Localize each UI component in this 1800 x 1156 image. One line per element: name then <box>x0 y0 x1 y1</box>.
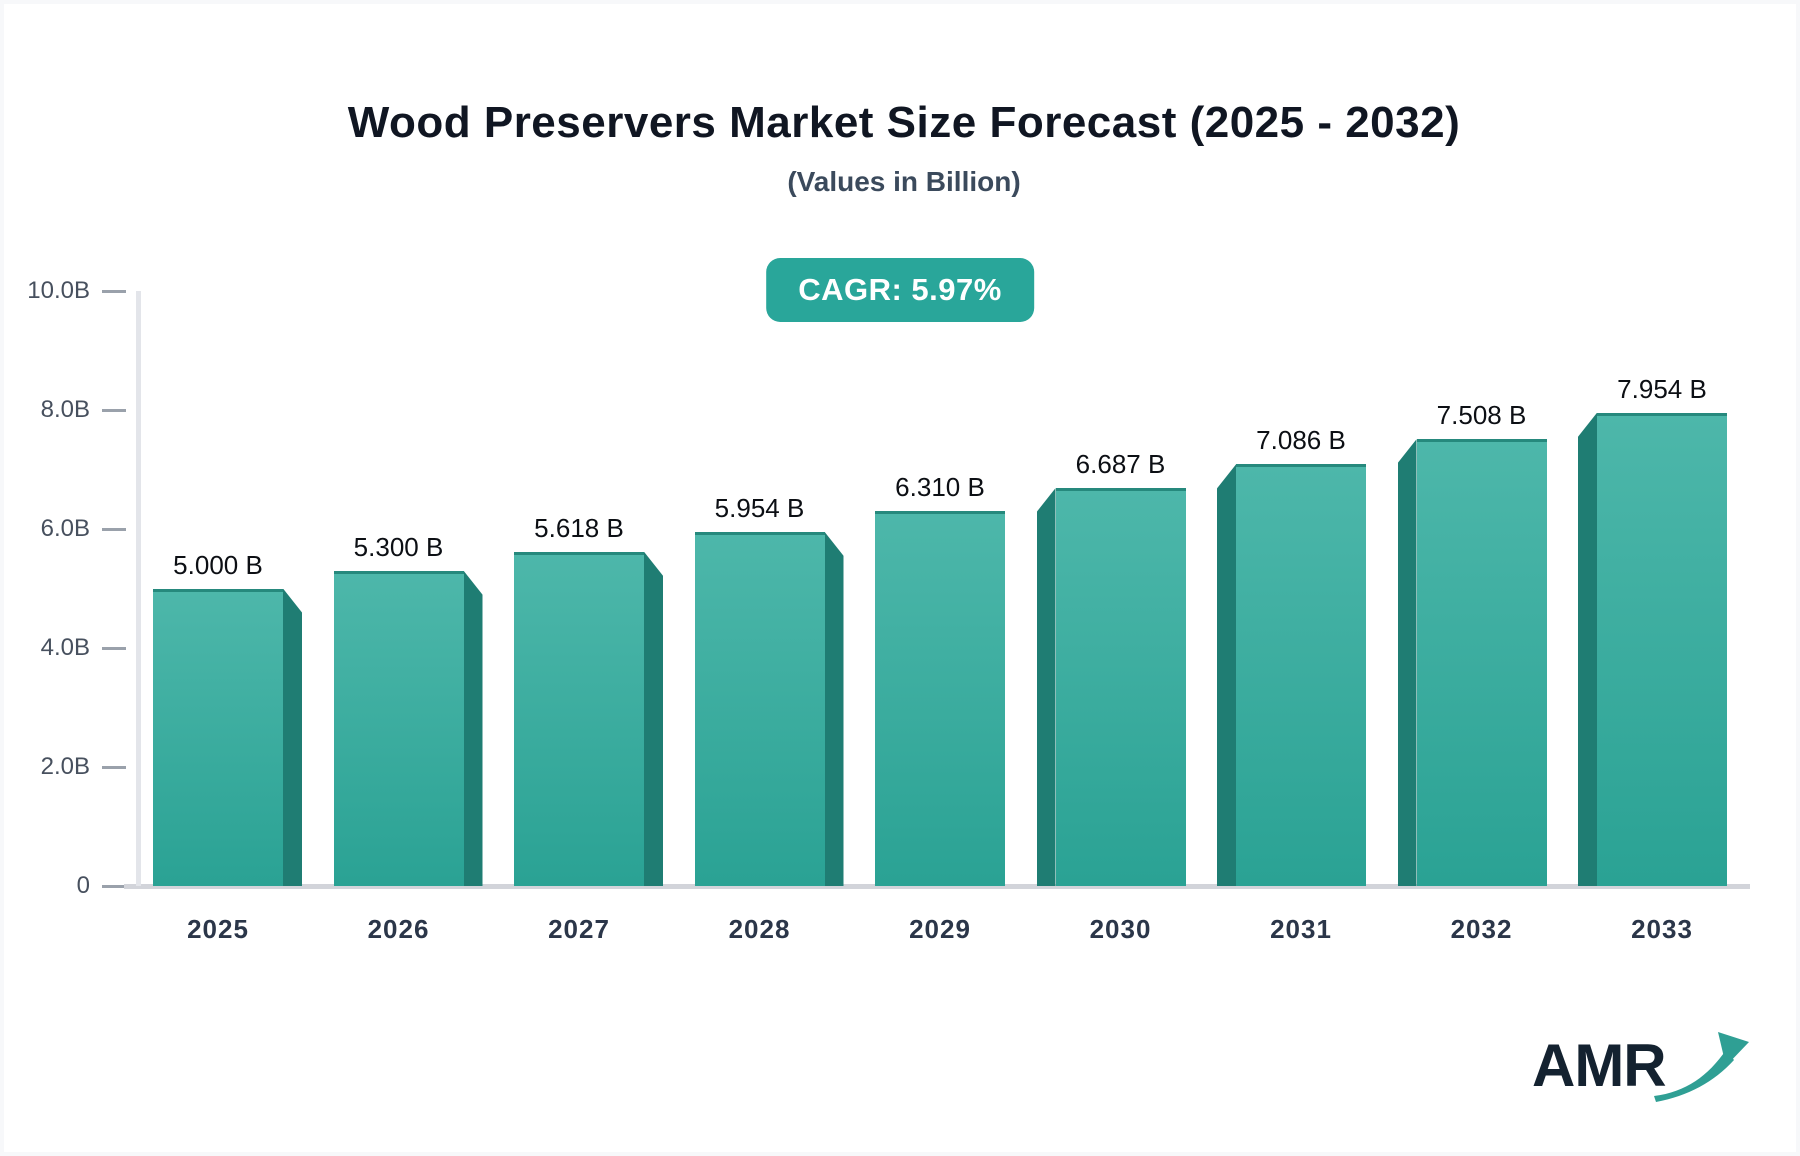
bar-2029: 6.310 B <box>875 472 1005 886</box>
bar-face <box>694 531 825 886</box>
bar-value-label: 7.954 B <box>1617 373 1707 404</box>
chart-subtitle: (Values in Billion) <box>787 166 1021 197</box>
y-tick-label: 0 <box>76 872 90 899</box>
x-axis-label-2029: 2029 <box>909 914 971 944</box>
amr-logo-text: AMR <box>1532 1032 1667 1099</box>
bar-side-3d <box>1217 464 1236 886</box>
bar-2032: 7.508 B <box>1397 400 1547 886</box>
bar-side-3d <box>644 551 663 886</box>
bar-face <box>1416 439 1547 886</box>
bar-side-3d <box>824 531 844 886</box>
x-axis-label-2027: 2027 <box>548 914 610 944</box>
bar-value-label: 5.300 B <box>353 531 444 562</box>
bar-2028: 5.954 B <box>694 493 844 886</box>
bar-2030: 6.687 B <box>1036 449 1186 886</box>
bar-2025: 5.000 B <box>153 550 302 886</box>
x-axis-label-2033: 2033 <box>1631 914 1693 944</box>
bar-face <box>153 588 283 886</box>
y-tick-dash <box>102 766 126 769</box>
bar-value-label: 5.954 B <box>714 492 805 523</box>
y-tick-label: 10.0B <box>27 277 90 304</box>
y-tick-label: 4.0B <box>40 634 90 661</box>
bar-side-3d <box>1036 488 1056 886</box>
plot-area: 5.000 B 5.300 B 5.618 B 5.954 B 6.310 B 6.687… <box>136 291 1744 886</box>
y-tick-dash <box>102 528 126 531</box>
bar-face <box>1236 464 1366 886</box>
bar-face <box>333 570 464 886</box>
bar-2033: 7.954 B <box>1578 374 1727 886</box>
x-axis-label-2032: 2032 <box>1450 914 1513 944</box>
x-axis-label-2028: 2028 <box>728 914 791 944</box>
y-tick-label: 6.0B <box>40 515 90 542</box>
bar-side-3d <box>463 570 483 886</box>
bar-side-3d <box>1397 439 1417 886</box>
chart-title: Wood Preservers Market Size Forecast (20… <box>347 98 1461 147</box>
growth-arrow-icon <box>1653 1032 1749 1102</box>
bar-value-label: 7.086 B <box>1256 425 1346 456</box>
bar-value-label: 7.508 B <box>1436 400 1527 431</box>
bar-side-3d <box>283 588 302 886</box>
y-tick-dash <box>102 885 126 888</box>
bar-face <box>875 510 1005 886</box>
cagr-badge: CAGR: 5.97% <box>766 258 1034 322</box>
x-axis-label-2031: 2031 <box>1270 914 1332 944</box>
y-tick-label: 2.0B <box>40 753 90 780</box>
bar-value-label: 5.618 B <box>534 512 624 543</box>
y-tick-dash <box>102 290 126 293</box>
bar-face <box>1597 412 1727 886</box>
bar-2026: 5.300 B <box>333 532 483 886</box>
bar-value-label: 6.310 B <box>895 471 985 502</box>
amr-logo: AMR <box>1532 1032 1752 1112</box>
bar-2027: 5.618 B <box>514 513 663 886</box>
y-tick-dash <box>102 647 126 650</box>
y-tick-dash <box>102 409 126 412</box>
bar-side-3d <box>1578 412 1597 886</box>
bar-value-label: 5.000 B <box>173 549 263 580</box>
bar-face <box>1055 488 1186 886</box>
x-axis-label-2030: 2030 <box>1089 914 1152 944</box>
x-axis-baseline <box>124 884 1750 889</box>
bar-value-label: 6.687 B <box>1075 449 1166 480</box>
x-axis-label-2026: 2026 <box>367 914 430 944</box>
bar-2031: 7.086 B <box>1217 425 1366 886</box>
bar-face <box>514 551 644 886</box>
x-axis-label-2025: 2025 <box>187 914 249 944</box>
y-tick-label: 8.0B <box>40 396 90 423</box>
